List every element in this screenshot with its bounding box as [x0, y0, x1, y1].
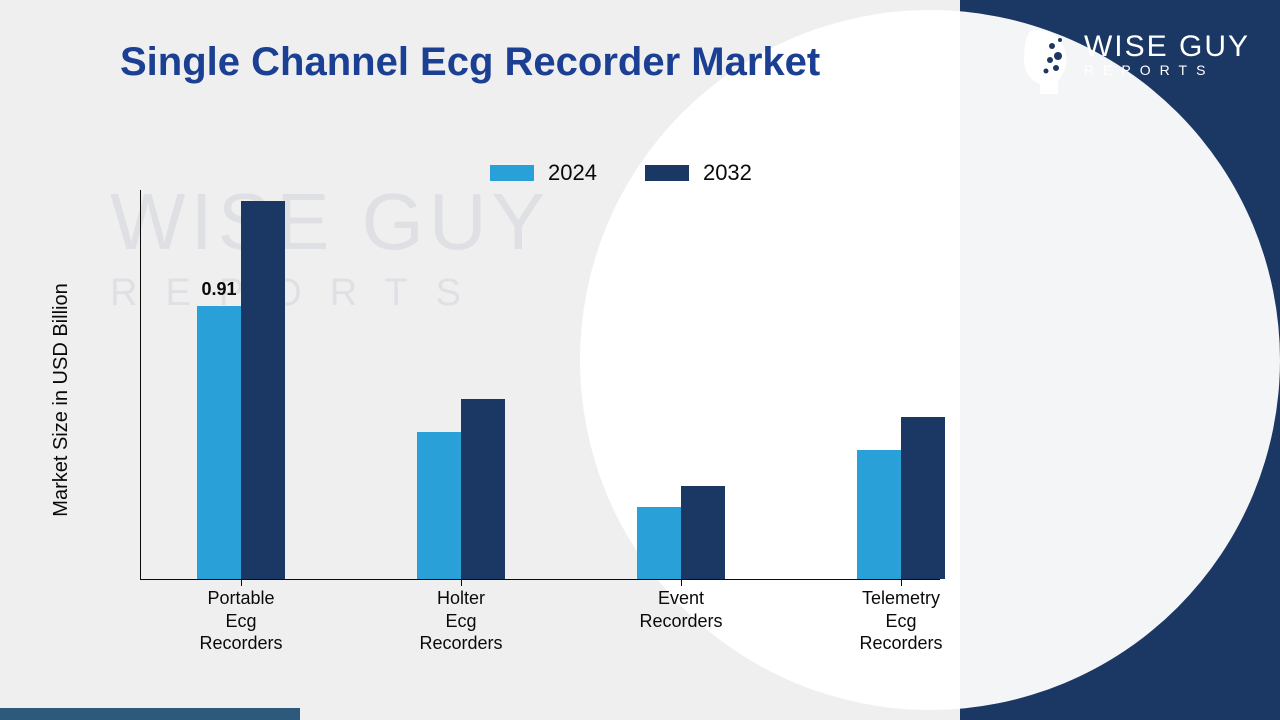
x-tick: [681, 579, 682, 586]
head-icon: [1010, 26, 1080, 96]
bar-group: EventRecorders: [616, 486, 746, 579]
bar: [241, 201, 285, 579]
legend-label: 2024: [548, 160, 597, 186]
footer-accent-bar: [0, 708, 300, 720]
bar: [417, 432, 461, 579]
brand-block: WISE GUY REPORTS: [1084, 30, 1250, 78]
brand-top: WISE GUY: [1084, 30, 1250, 64]
bar: [637, 507, 681, 579]
brand-bottom: REPORTS: [1084, 62, 1250, 78]
bar-group: TelemetryEcgRecorders: [836, 417, 966, 579]
bar: [857, 450, 901, 579]
chart-title: Single Channel Ecg Recorder Market: [120, 40, 820, 85]
x-axis-label: TelemetryEcgRecorders: [821, 587, 981, 655]
x-tick: [461, 579, 462, 586]
x-tick: [901, 579, 902, 586]
x-tick: [241, 579, 242, 586]
legend: 2024 2032: [490, 160, 752, 186]
legend-item-2024: 2024: [490, 160, 597, 186]
legend-label: 2032: [703, 160, 752, 186]
chart-area: Market Size in USD Billion PortableEcgRe…: [60, 150, 960, 670]
x-axis-label: HolterEcgRecorders: [381, 587, 541, 655]
plot-region: PortableEcgRecorders0.91 HolterEcgRecorde…: [140, 190, 940, 580]
bar: [197, 306, 241, 579]
y-axis-label: Market Size in USD Billion: [50, 283, 73, 516]
bar-value-label: 0.91: [201, 279, 236, 300]
bar: [681, 486, 725, 579]
bar-group: HolterEcgRecorders: [396, 399, 526, 579]
bar-group: PortableEcgRecorders: [176, 201, 306, 579]
legend-item-2032: 2032: [645, 160, 752, 186]
x-axis-label: PortableEcgRecorders: [161, 587, 321, 655]
x-axis-label: EventRecorders: [601, 587, 761, 632]
bar: [461, 399, 505, 579]
bar: [901, 417, 945, 579]
legend-swatch: [645, 165, 689, 181]
legend-swatch: [490, 165, 534, 181]
